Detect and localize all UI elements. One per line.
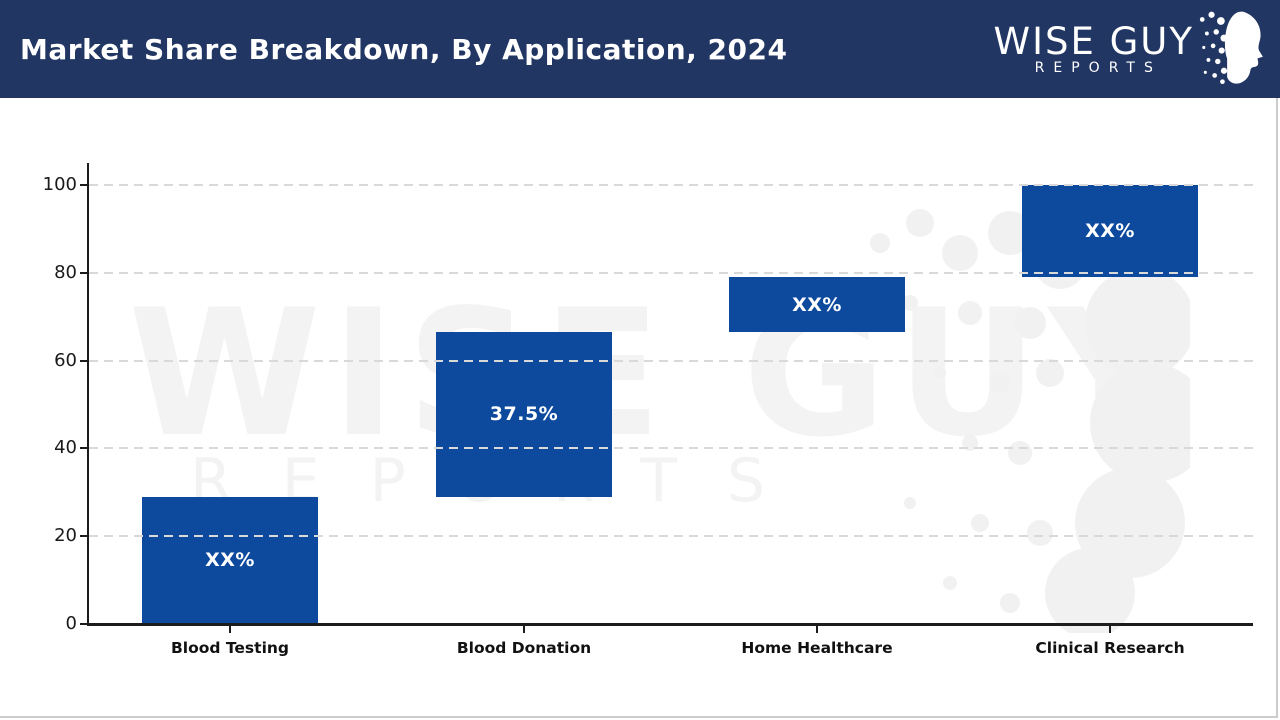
bar-value-label: XX%: [1085, 220, 1135, 243]
gridline-100: [89, 184, 1253, 186]
wiseguy-logo: WISE GUY REPORTS: [994, 8, 1266, 90]
y-tick-label-0: 0: [65, 613, 77, 634]
chart-area: WISE GUY REPORTS XX%37.5%XX%XX%020406080…: [0, 98, 1278, 718]
y-tick-0: [80, 623, 87, 625]
y-tick-label-20: 20: [54, 525, 77, 547]
bar-value-label: XX%: [792, 293, 842, 316]
wiseguy-logo-text: WISE GUY REPORTS: [993, 19, 1194, 77]
y-tick-100: [80, 184, 87, 186]
x-tick-1: [229, 626, 231, 633]
page-title: Market Share Breakdown, By Application, …: [20, 32, 788, 66]
y-axis-line: [87, 163, 89, 626]
bar-blood-testing: XX%: [142, 496, 318, 624]
gridline-80: [89, 271, 1253, 274]
x-tick-2: [523, 626, 525, 633]
y-tick-60: [80, 359, 87, 362]
watermark-head-dots-icon: [870, 209, 1190, 633]
plot: XX% 37.5% XX% XX% 0 20 40 60 80 100 Blood Testing B…: [0, 98, 1276, 716]
bar-clinical-research: XX%: [1022, 185, 1198, 278]
bar-blood-donation: 37.5%: [436, 332, 612, 497]
y-tick-40: [80, 447, 87, 450]
logo-reports-label: REPORTS: [1034, 60, 1162, 77]
x-category-label: Blood Testing: [170, 639, 290, 657]
bar-value-label: XX%: [205, 549, 255, 572]
x-tick-4: [1109, 626, 1111, 633]
y-tick-label-40: 40: [54, 437, 77, 459]
gridline-20: [89, 535, 1253, 538]
bar-value-label: 37.5%: [489, 403, 559, 426]
y-tick-80: [80, 271, 87, 274]
header: Market Share Breakdown, By Application, …: [0, 0, 1280, 98]
gridline-60: [89, 359, 1253, 362]
y-tick-label-60: 60: [54, 349, 77, 371]
y-tick-20: [80, 535, 87, 538]
x-axis-line: [87, 623, 1253, 626]
x-category-label: Clinical Research: [1035, 639, 1185, 657]
x-tick-3: [816, 626, 818, 633]
bar-home-healthcare: XX%: [729, 277, 905, 333]
wiseguy-head-icon: [1199, 11, 1263, 84]
logo-wiseguy-label: WISE GUY: [993, 19, 1194, 63]
x-category-label: Blood Donation: [456, 639, 592, 657]
gridline-40: [89, 447, 1253, 450]
y-tick-label-100: 100: [42, 174, 77, 195]
x-category-label: Home Healthcare: [741, 639, 893, 657]
y-tick-label-80: 80: [54, 261, 77, 283]
